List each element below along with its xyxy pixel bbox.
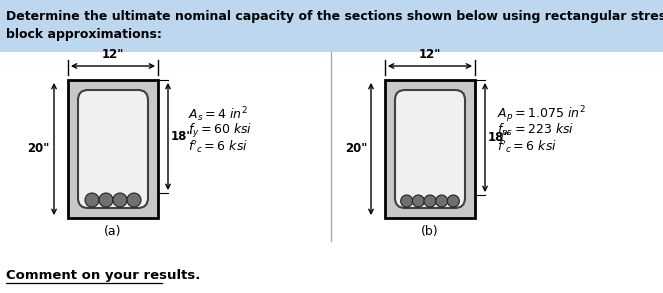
Text: (b): (b) xyxy=(421,226,439,239)
Text: Comment on your results.: Comment on your results. xyxy=(6,268,200,282)
Text: block approximations:: block approximations: xyxy=(6,28,162,41)
Text: 12": 12" xyxy=(419,48,441,61)
Circle shape xyxy=(448,195,459,207)
Text: Determine the ultimate nominal capacity of the sections shown below using rectan: Determine the ultimate nominal capacity … xyxy=(6,10,663,23)
Text: 20": 20" xyxy=(28,142,50,156)
Text: $f'_c = 6\ ksi$: $f'_c = 6\ ksi$ xyxy=(497,139,557,155)
Text: 18": 18" xyxy=(488,131,511,144)
Text: $f_y = 60\ ksi$: $f_y = 60\ ksi$ xyxy=(188,122,253,140)
Bar xyxy=(0,0,663,52)
Text: $f'_c = 6\ ksi$: $f'_c = 6\ ksi$ xyxy=(188,139,248,155)
Circle shape xyxy=(412,195,424,207)
Circle shape xyxy=(113,193,127,207)
Circle shape xyxy=(436,195,448,207)
Text: (a): (a) xyxy=(104,226,122,239)
Text: $A_s = 4\ in^2$: $A_s = 4\ in^2$ xyxy=(188,106,248,124)
Text: 18": 18" xyxy=(171,130,194,143)
Text: 20": 20" xyxy=(345,142,367,156)
Text: $A_p = 1.075\ in^2$: $A_p = 1.075\ in^2$ xyxy=(497,105,586,125)
Text: 12": 12" xyxy=(102,48,124,61)
Bar xyxy=(68,80,158,218)
Circle shape xyxy=(85,193,99,207)
FancyBboxPatch shape xyxy=(395,90,465,208)
Bar xyxy=(385,80,475,218)
Text: $f_{ps} = 223\ ksi$: $f_{ps} = 223\ ksi$ xyxy=(497,122,574,140)
Circle shape xyxy=(424,195,436,207)
FancyBboxPatch shape xyxy=(78,90,148,208)
Circle shape xyxy=(127,193,141,207)
Circle shape xyxy=(400,195,412,207)
Circle shape xyxy=(99,193,113,207)
